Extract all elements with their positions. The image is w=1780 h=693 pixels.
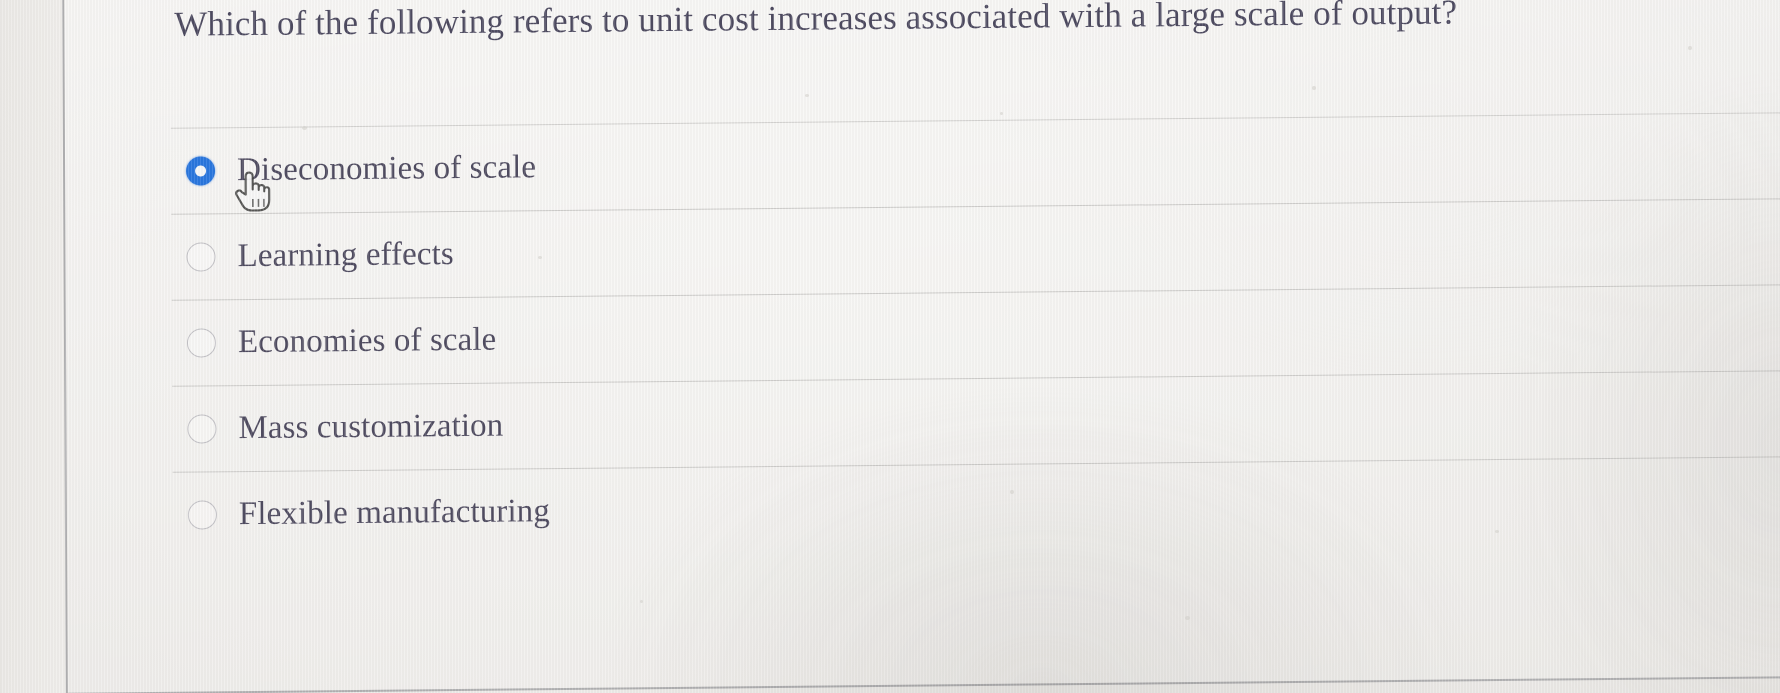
left-gutter [0,0,66,693]
answer-option-label: Mass customization [238,407,504,447]
answer-option-label: Flexible manufacturing [238,493,550,533]
radio-button-empty-icon[interactable] [186,328,217,358]
question-text: Which of the following refers to unit co… [174,0,1458,44]
answer-option-mass-customization[interactable]: Mass customization [172,369,1780,472]
answer-option-economies-of-scale[interactable]: Economies of scale [171,283,1780,386]
answer-options-list: Diseconomies of scale Learning effects E… [170,111,1780,558]
answer-option-label: Learning effects [237,236,454,275]
answer-option-learning-effects[interactable]: Learning effects [171,197,1780,300]
radio-button-empty-icon[interactable] [187,414,217,444]
answer-option-label: Diseconomies of scale [236,149,537,189]
answer-option-diseconomies-of-scale[interactable]: Diseconomies of scale [170,111,1780,214]
radio-button-empty-icon[interactable] [186,242,216,272]
radio-button-empty-icon[interactable] [187,500,217,530]
question-card: Which of the following refers to unit co… [62,0,1780,693]
answer-option-label: Economies of scale [237,321,497,361]
radio-button-selected-icon[interactable] [186,156,216,186]
answer-option-flexible-manufacturing[interactable]: Flexible manufacturing [172,455,1780,558]
